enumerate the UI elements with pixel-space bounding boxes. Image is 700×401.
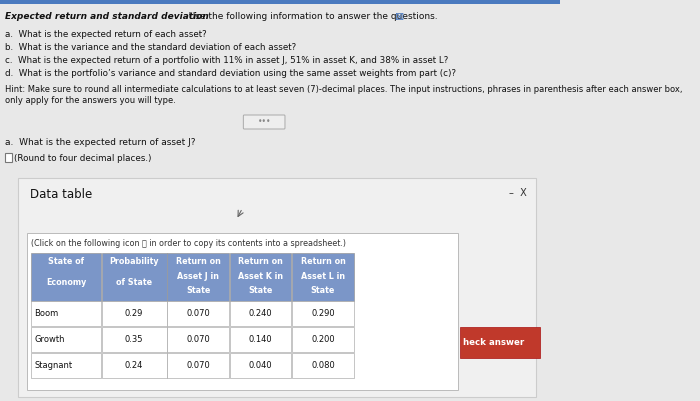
Bar bbox=[5, 153, 12, 162]
Bar bbox=[167, 353, 229, 378]
Text: 0.29: 0.29 bbox=[125, 310, 144, 318]
Text: only apply for the answers you will type.: only apply for the answers you will type… bbox=[5, 96, 176, 105]
Text: heck answer: heck answer bbox=[463, 338, 524, 347]
Text: Asset L in: Asset L in bbox=[301, 271, 345, 281]
Text: State: State bbox=[248, 286, 273, 295]
Text: 0.140: 0.140 bbox=[248, 336, 272, 344]
Text: Hint: Make sure to round all intermediate calculations to at least seven (7)-dec: Hint: Make sure to round all intermediat… bbox=[5, 85, 682, 94]
Text: State: State bbox=[186, 286, 210, 295]
Text: Stagnant: Stagnant bbox=[34, 361, 73, 371]
Text: Return on: Return on bbox=[300, 257, 345, 266]
Bar bbox=[102, 353, 167, 378]
Text: 0.200: 0.200 bbox=[312, 336, 335, 344]
Bar bbox=[230, 301, 291, 326]
Text: d.  What is the portfolio’s variance and standard deviation using the same asset: d. What is the portfolio’s variance and … bbox=[5, 69, 456, 78]
Bar bbox=[32, 253, 101, 301]
Text: ⊠: ⊠ bbox=[395, 12, 405, 22]
Bar bbox=[18, 178, 536, 397]
Text: Return on: Return on bbox=[238, 257, 283, 266]
Text: Boom: Boom bbox=[34, 310, 59, 318]
FancyBboxPatch shape bbox=[244, 115, 285, 129]
Text: 0.080: 0.080 bbox=[311, 361, 335, 371]
Bar bbox=[102, 301, 167, 326]
Text: 0.070: 0.070 bbox=[186, 361, 210, 371]
Text: Use the following information to answer the questions.: Use the following information to answer … bbox=[183, 12, 437, 21]
Text: a.  What is the expected return of asset J?: a. What is the expected return of asset … bbox=[5, 138, 195, 147]
Bar bbox=[292, 353, 354, 378]
Text: State: State bbox=[311, 286, 335, 295]
Bar bbox=[167, 301, 229, 326]
Text: of State: of State bbox=[116, 278, 152, 287]
Text: Return on: Return on bbox=[176, 257, 220, 266]
Bar bbox=[167, 253, 229, 301]
Text: Asset K in: Asset K in bbox=[238, 271, 283, 281]
Text: (Click on the following icon ⧉ in order to copy its contents into a spreadsheet.: (Click on the following icon ⧉ in order … bbox=[32, 239, 346, 248]
Bar bbox=[292, 253, 354, 301]
Text: •••: ••• bbox=[258, 117, 271, 126]
Bar bbox=[230, 253, 291, 301]
Text: 0.240: 0.240 bbox=[248, 310, 272, 318]
Text: Asset J in: Asset J in bbox=[177, 271, 219, 281]
Bar bbox=[102, 327, 167, 352]
Text: –  X: – X bbox=[509, 188, 526, 198]
Bar bbox=[27, 233, 458, 390]
Bar bbox=[32, 327, 101, 352]
Text: a.  What is the expected return of each asset?: a. What is the expected return of each a… bbox=[5, 30, 206, 39]
Text: State of: State of bbox=[48, 257, 84, 266]
Text: 0.040: 0.040 bbox=[248, 361, 272, 371]
Text: Expected return and standard deviation: Expected return and standard deviation bbox=[5, 12, 209, 21]
Bar bbox=[292, 327, 354, 352]
Text: (Round to four decimal places.): (Round to four decimal places.) bbox=[15, 154, 152, 163]
Bar bbox=[32, 353, 101, 378]
Bar bbox=[0, 0, 560, 4]
Bar bbox=[461, 327, 540, 358]
Text: Growth: Growth bbox=[34, 336, 65, 344]
Text: 0.35: 0.35 bbox=[125, 336, 144, 344]
Bar bbox=[102, 253, 167, 301]
Text: b.  What is the variance and the standard deviation of each asset?: b. What is the variance and the standard… bbox=[5, 43, 296, 52]
Text: 0.070: 0.070 bbox=[186, 336, 210, 344]
Text: Economy: Economy bbox=[46, 278, 86, 287]
Bar bbox=[230, 353, 291, 378]
Text: Probability: Probability bbox=[109, 257, 159, 266]
Text: c.  What is the expected return of a portfolio with 11% in asset J, 51% in asset: c. What is the expected return of a port… bbox=[5, 56, 448, 65]
Text: 0.290: 0.290 bbox=[312, 310, 335, 318]
Bar bbox=[167, 327, 229, 352]
Text: 0.070: 0.070 bbox=[186, 310, 210, 318]
Bar bbox=[32, 301, 101, 326]
Text: 0.24: 0.24 bbox=[125, 361, 144, 371]
Bar bbox=[230, 327, 291, 352]
Text: Data table: Data table bbox=[29, 188, 92, 201]
Bar bbox=[292, 301, 354, 326]
